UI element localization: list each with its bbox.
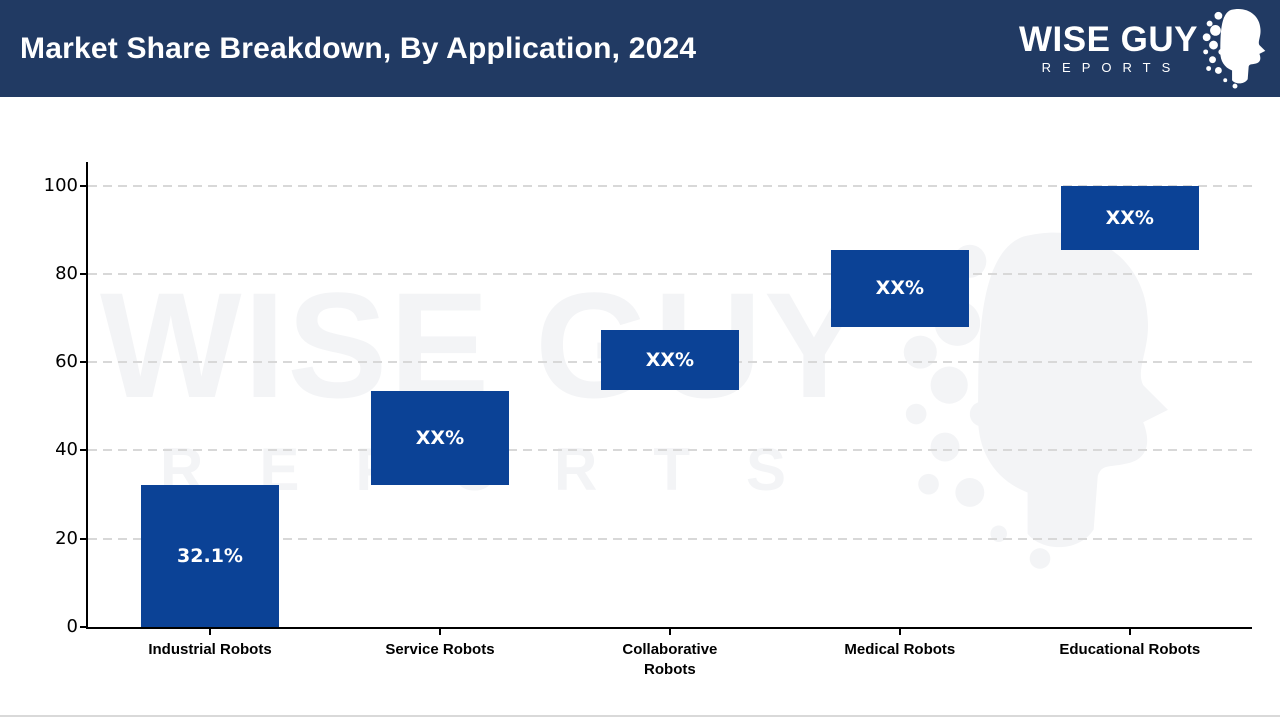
gridline bbox=[88, 272, 1252, 275]
category-label: Service Robots bbox=[385, 640, 494, 660]
gridline bbox=[88, 537, 1252, 540]
category-label: Industrial Robots bbox=[148, 640, 271, 660]
bar-value-label: XX% bbox=[415, 426, 465, 449]
category-label-line: Medical Robots bbox=[844, 641, 956, 658]
y-axis-tick-label: 40 bbox=[55, 439, 78, 461]
x-tick-mark bbox=[209, 629, 211, 635]
x-tick-mark bbox=[668, 629, 671, 635]
wiseguy-logo-text: WISE GUY REPORTS bbox=[1018, 20, 1198, 76]
y-tick-mark bbox=[80, 626, 88, 628]
bar: XX% bbox=[830, 249, 969, 328]
y-tick-mark bbox=[80, 272, 88, 275]
wiseguy-logo-sub: REPORTS bbox=[1041, 60, 1182, 75]
wiseguy-face-icon bbox=[1200, 6, 1270, 90]
bar: 32.1% bbox=[141, 485, 279, 627]
wiseguy-logo: WISE GUY REPORTS bbox=[1019, 6, 1270, 90]
x-axis-line bbox=[86, 627, 1252, 629]
page-title: Market Share Breakdown, By Application, … bbox=[20, 31, 697, 65]
y-axis-tick-label: 100 bbox=[43, 174, 78, 196]
bar-value-label: XX% bbox=[875, 277, 925, 300]
y-axis-tick-label: 80 bbox=[55, 262, 78, 284]
bar: XX% bbox=[1060, 185, 1199, 250]
category-label: Medical Robots bbox=[844, 640, 955, 660]
category-label: Educational Robots bbox=[1059, 640, 1200, 660]
y-tick-mark bbox=[80, 449, 88, 452]
x-tick-mark bbox=[1128, 629, 1131, 635]
bar-value-label: 32.1% bbox=[177, 545, 243, 568]
y-tick-mark bbox=[80, 361, 88, 364]
x-tick-mark bbox=[438, 629, 441, 635]
footer-divider bbox=[0, 715, 1280, 717]
y-axis-tick-label: 0 bbox=[66, 616, 78, 637]
bar: XX% bbox=[600, 329, 739, 390]
gridline bbox=[88, 184, 1252, 187]
category-label-line: Collaborative bbox=[622, 641, 718, 658]
category-label-line: Robots bbox=[644, 661, 696, 678]
bar-value-label: XX% bbox=[645, 348, 695, 371]
y-tick-mark bbox=[80, 537, 88, 540]
x-tick-mark bbox=[898, 629, 901, 635]
category-label-line: Service Robots bbox=[385, 641, 495, 658]
y-axis-tick-label: 20 bbox=[55, 527, 78, 549]
gridline bbox=[88, 449, 1252, 452]
category-label-line: Educational Robots bbox=[1059, 641, 1201, 658]
category-label-line: Industrial Robots bbox=[148, 641, 272, 658]
bar-value-label: XX% bbox=[1105, 206, 1154, 229]
y-axis-line bbox=[86, 162, 88, 629]
wiseguy-logo-name: WISE GUY bbox=[1018, 20, 1198, 59]
bar: XX% bbox=[370, 390, 509, 485]
category-label: Collaborative Robots bbox=[622, 640, 717, 680]
y-tick-mark bbox=[80, 184, 88, 187]
y-axis-tick-label: 60 bbox=[55, 351, 78, 373]
header-bar: Market Share Breakdown, By Application, … bbox=[0, 0, 1280, 97]
